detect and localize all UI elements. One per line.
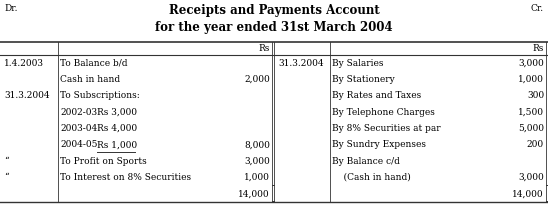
Text: 31.3.2004: 31.3.2004 <box>278 59 324 68</box>
Text: 300: 300 <box>527 91 544 100</box>
Text: 31.3.2004: 31.3.2004 <box>4 91 50 100</box>
Text: “: “ <box>4 173 9 182</box>
Text: Rs: Rs <box>533 44 544 53</box>
Text: Dr.: Dr. <box>4 4 18 13</box>
Text: By Balance c/d: By Balance c/d <box>332 157 400 166</box>
Text: 14,000: 14,000 <box>512 189 544 198</box>
Text: Cash in hand: Cash in hand <box>60 75 120 84</box>
Text: 3,000: 3,000 <box>244 157 270 166</box>
Text: To Profit on Sports: To Profit on Sports <box>60 157 147 166</box>
Text: To Subscriptions:: To Subscriptions: <box>60 91 140 100</box>
Text: 1.4.2003: 1.4.2003 <box>4 59 44 68</box>
Text: 2002-03: 2002-03 <box>60 108 97 117</box>
Text: 1,000: 1,000 <box>518 75 544 84</box>
Text: By Sundry Expenses: By Sundry Expenses <box>332 140 426 149</box>
Text: 2,000: 2,000 <box>244 75 270 84</box>
Text: By Stationery: By Stationery <box>332 75 395 84</box>
Text: By 8% Securities at par: By 8% Securities at par <box>332 124 441 133</box>
Text: 5,000: 5,000 <box>518 124 544 133</box>
Text: Rs 4,000: Rs 4,000 <box>97 124 137 133</box>
Text: “: “ <box>4 157 9 166</box>
Text: By Rates and Taxes: By Rates and Taxes <box>332 91 421 100</box>
Text: 8,000: 8,000 <box>244 140 270 149</box>
Text: 2004-05: 2004-05 <box>60 140 98 149</box>
Text: Receipts and Payments Account: Receipts and Payments Account <box>169 4 379 17</box>
Text: To Interest on 8% Securities: To Interest on 8% Securities <box>60 173 191 182</box>
Text: for the year ended 31st March 2004: for the year ended 31st March 2004 <box>155 21 393 34</box>
Text: Rs: Rs <box>259 44 270 53</box>
Text: 1,500: 1,500 <box>518 108 544 117</box>
Text: 200: 200 <box>527 140 544 149</box>
Text: Cr.: Cr. <box>531 4 544 13</box>
Text: (Cash in hand): (Cash in hand) <box>332 173 411 182</box>
Text: 3,000: 3,000 <box>518 173 544 182</box>
Text: By Salaries: By Salaries <box>332 59 384 68</box>
Text: 2003-04: 2003-04 <box>60 124 97 133</box>
Text: 14,000: 14,000 <box>238 189 270 198</box>
Text: By Telephone Charges: By Telephone Charges <box>332 108 435 117</box>
Text: Rs 3,000: Rs 3,000 <box>97 108 137 117</box>
Text: Rs 1,000: Rs 1,000 <box>97 140 137 149</box>
Text: 1,000: 1,000 <box>244 173 270 182</box>
Text: 3,000: 3,000 <box>518 59 544 68</box>
Text: To Balance b/d: To Balance b/d <box>60 59 128 68</box>
